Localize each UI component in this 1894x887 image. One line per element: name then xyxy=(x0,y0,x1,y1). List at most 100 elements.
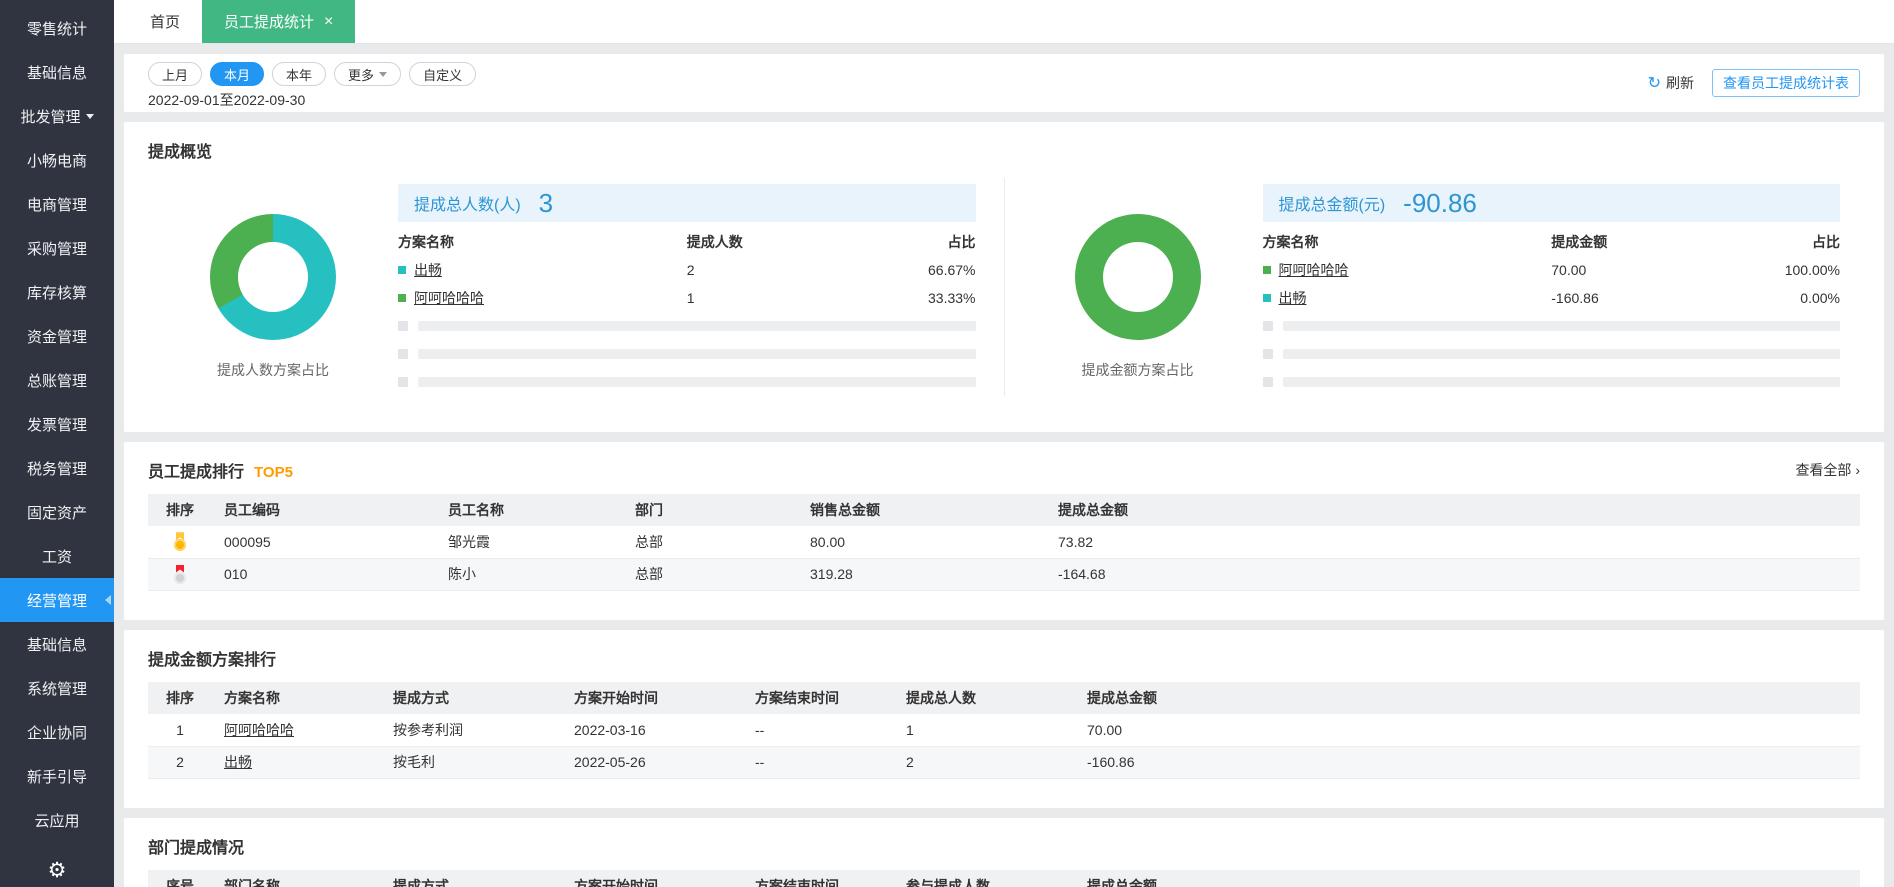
silver-medal-icon xyxy=(172,564,188,584)
more-button[interactable]: 更多 xyxy=(334,62,402,86)
department-table: 序号 部门名称 提成方式 方案开始时间 方案结束时间 参与提成人数 提成总金额 xyxy=(148,870,1860,887)
col-plan-name: 方案名称 xyxy=(212,682,381,714)
col-total-sales: 销售总金额 xyxy=(798,494,1046,526)
col-method: 提成方式 xyxy=(381,682,562,714)
amount-summary-table: 提成总金额(元) -90.86 方案名称 提成金额 占比 阿呵哈哈哈 70.00… xyxy=(1262,184,1840,396)
table-row: 000095 邹光霞 总部 80.00 73.82 xyxy=(148,526,1860,559)
view-report-button[interactable]: 查看员工提成统计表 xyxy=(1712,69,1860,97)
col-rank: 排序 xyxy=(148,682,212,714)
sidebar-item-basic-info-2[interactable]: 基础信息 xyxy=(26,636,87,654)
col-dept-name: 部门名称 xyxy=(212,870,381,887)
plan-method: 按毛利 xyxy=(381,746,562,779)
people-count-value: 2 xyxy=(686,262,695,278)
people-table-row: 阿呵哈哈哈 1 33.33% xyxy=(398,284,976,312)
sidebar-item-general-ledger[interactable]: 总账管理 xyxy=(26,372,87,390)
filter-left: 上月 本月 本年 更多 自定义 2022-09-01至2022-09-30 xyxy=(148,62,477,108)
last-month-button[interactable]: 上月 xyxy=(148,62,203,86)
employee-dept: 总部 xyxy=(623,526,798,559)
sidebar-item-beginner-guide[interactable]: 新手引导 xyxy=(26,768,87,786)
plan-link[interactable]: 阿呵哈哈哈 xyxy=(224,721,294,738)
sidebar-item-retail-stats[interactable]: 零售统计 xyxy=(26,20,87,38)
sidebar-item-cloud-apps[interactable]: 云应用 xyxy=(34,812,80,830)
employee-commission: -164.68 xyxy=(1046,558,1860,591)
sidebar-item-enterprise-collab[interactable]: 企业协同 xyxy=(26,724,87,742)
this-year-button[interactable]: 本年 xyxy=(272,62,327,86)
sidebar-item-invoice-mgmt[interactable]: 发票管理 xyxy=(26,416,87,434)
overview-body: 提成人数方案占比 提成总人数(人) 3 方案名称 提成人数 占比 xyxy=(148,168,1860,396)
view-all-link[interactable]: 查看全部 › xyxy=(1795,460,1860,480)
amount-table-row: 阿呵哈哈哈 70.00 100.00% xyxy=(1262,256,1840,284)
plan-link[interactable]: 阿呵哈哈哈 xyxy=(1278,262,1349,278)
tab-employee-commission[interactable]: 员工提成统计 × xyxy=(202,0,356,43)
chevron-down-icon xyxy=(379,71,388,77)
series-dot-teal xyxy=(1262,294,1271,302)
people-donut-block: 提成人数方案占比 xyxy=(148,168,398,380)
table-row: 2 出畅 按毛利 2022-05-26 -- 2 -160.86 xyxy=(148,746,1860,779)
empty-row-skeleton xyxy=(398,368,976,396)
plan-ranking-card: 提成金额方案排行 排序 方案名称 提成方式 方案开始时间 方案结束时间 提成总人… xyxy=(124,630,1884,808)
refresh-button[interactable]: ↻ 刷新 xyxy=(1648,73,1694,93)
sidebar-item-inventory-accounting[interactable]: 库存核算 xyxy=(26,284,87,302)
commission-overview-card: 提成概览 提成人数方案占比 提成总人数(人) 3 方案名 xyxy=(124,122,1884,432)
date-range-text: 2022-09-01至2022-09-30 xyxy=(148,92,306,108)
series-dot-green xyxy=(1262,266,1271,274)
plan-link[interactable]: 出畅 xyxy=(414,262,442,278)
sidebar-item-purchase-mgmt[interactable]: 采购管理 xyxy=(26,240,87,258)
plan-ranking-title: 提成金额方案排行 xyxy=(148,652,277,669)
sidebar-item-system-mgmt[interactable]: 系统管理 xyxy=(26,680,87,698)
series-dot-green xyxy=(398,294,406,302)
plan-start: 2022-05-26 xyxy=(562,746,743,779)
department-commission-card: 部门提成情况 序号 部门名称 提成方式 方案开始时间 方案结束时间 参与提成人数… xyxy=(124,818,1884,887)
empty-row-skeleton xyxy=(398,340,976,368)
sidebar-item-business-mgmt[interactable]: 经营管理 xyxy=(0,578,114,622)
people-count-value: 1 xyxy=(686,290,695,306)
amount-summary-band: 提成总金额(元) -90.86 xyxy=(1262,184,1840,222)
col-employee-code: 员工编码 xyxy=(212,494,436,526)
plan-amount: 70.00 xyxy=(1075,714,1860,747)
close-icon[interactable]: × xyxy=(324,12,334,30)
plan-link[interactable]: 阿呵哈哈哈 xyxy=(414,290,484,306)
col-department: 部门 xyxy=(623,494,798,526)
col-method: 提成方式 xyxy=(381,870,562,887)
table-row: 010 陈小 总部 319.28 -164.68 xyxy=(148,558,1860,591)
plan-link[interactable]: 出畅 xyxy=(224,754,252,770)
sidebar-item-wholesale-mgmt[interactable]: 批发管理 xyxy=(0,94,114,138)
custom-range-button[interactable]: 自定义 xyxy=(409,62,477,86)
employee-name: 邹光霞 xyxy=(436,526,623,559)
sidebar-item-funds-mgmt[interactable]: 资金管理 xyxy=(26,328,87,346)
sidebar-item-payroll[interactable]: 工资 xyxy=(41,548,72,566)
table-header-row: 序号 部门名称 提成方式 方案开始时间 方案结束时间 参与提成人数 提成总金额 xyxy=(148,870,1860,887)
sidebar-item-fixed-assets[interactable]: 固定资产 xyxy=(26,504,87,522)
tab-home[interactable]: 首页 xyxy=(150,14,181,31)
sidebar-item-ecommerce-mgmt[interactable]: 电商管理 xyxy=(26,196,87,214)
col-percent: 占比 xyxy=(947,234,976,250)
plan-end: -- xyxy=(743,746,894,779)
amount-donut-label: 提成金额方案占比 xyxy=(1081,362,1194,378)
people-summary-value: 3 xyxy=(538,187,554,218)
plan-link[interactable]: 出畅 xyxy=(1278,290,1307,306)
table-header-row: 排序 员工编码 员工名称 部门 销售总金额 提成总金额 xyxy=(148,494,1860,526)
people-summary-table: 提成总人数(人) 3 方案名称 提成人数 占比 出畅 2 66.67% xyxy=(398,184,976,396)
refresh-icon: ↻ xyxy=(1647,75,1661,92)
people-table-row: 出畅 2 66.67% xyxy=(398,256,976,284)
this-month-button[interactable]: 本月 xyxy=(210,62,265,86)
page-content: 上月 本月 本年 更多 自定义 2022-09-01至2022-09-30 ↻ xyxy=(114,44,1894,887)
gear-icon[interactable]: ⚙ xyxy=(47,859,67,882)
amount-value: -160.86 xyxy=(1551,290,1599,306)
people-summary-band: 提成总人数(人) 3 xyxy=(398,184,976,222)
col-total-people: 提成总人数 xyxy=(894,682,1075,714)
vertical-divider xyxy=(1003,178,1005,396)
col-plan-name: 方案名称 xyxy=(398,234,454,250)
sidebar-item-tax-mgmt[interactable]: 税务管理 xyxy=(26,460,87,478)
col-index: 序号 xyxy=(148,870,212,887)
col-total-amount: 提成总金额 xyxy=(1075,870,1860,887)
table-header-row: 排序 方案名称 提成方式 方案开始时间 方案结束时间 提成总人数 提成总金额 xyxy=(148,682,1860,714)
col-total-commission: 提成总金额 xyxy=(1046,494,1860,526)
gold-medal-icon xyxy=(172,532,188,552)
col-rank: 排序 xyxy=(148,494,212,526)
sidebar-item-xiaochang-ecommerce[interactable]: 小畅电商 xyxy=(26,152,87,170)
col-end-date: 方案结束时间 xyxy=(743,870,894,887)
amount-summary-label: 提成总金额(元) xyxy=(1278,197,1386,214)
sidebar-item-basic-info[interactable]: 基础信息 xyxy=(26,64,87,82)
amount-summary-value: -90.86 xyxy=(1403,187,1477,218)
